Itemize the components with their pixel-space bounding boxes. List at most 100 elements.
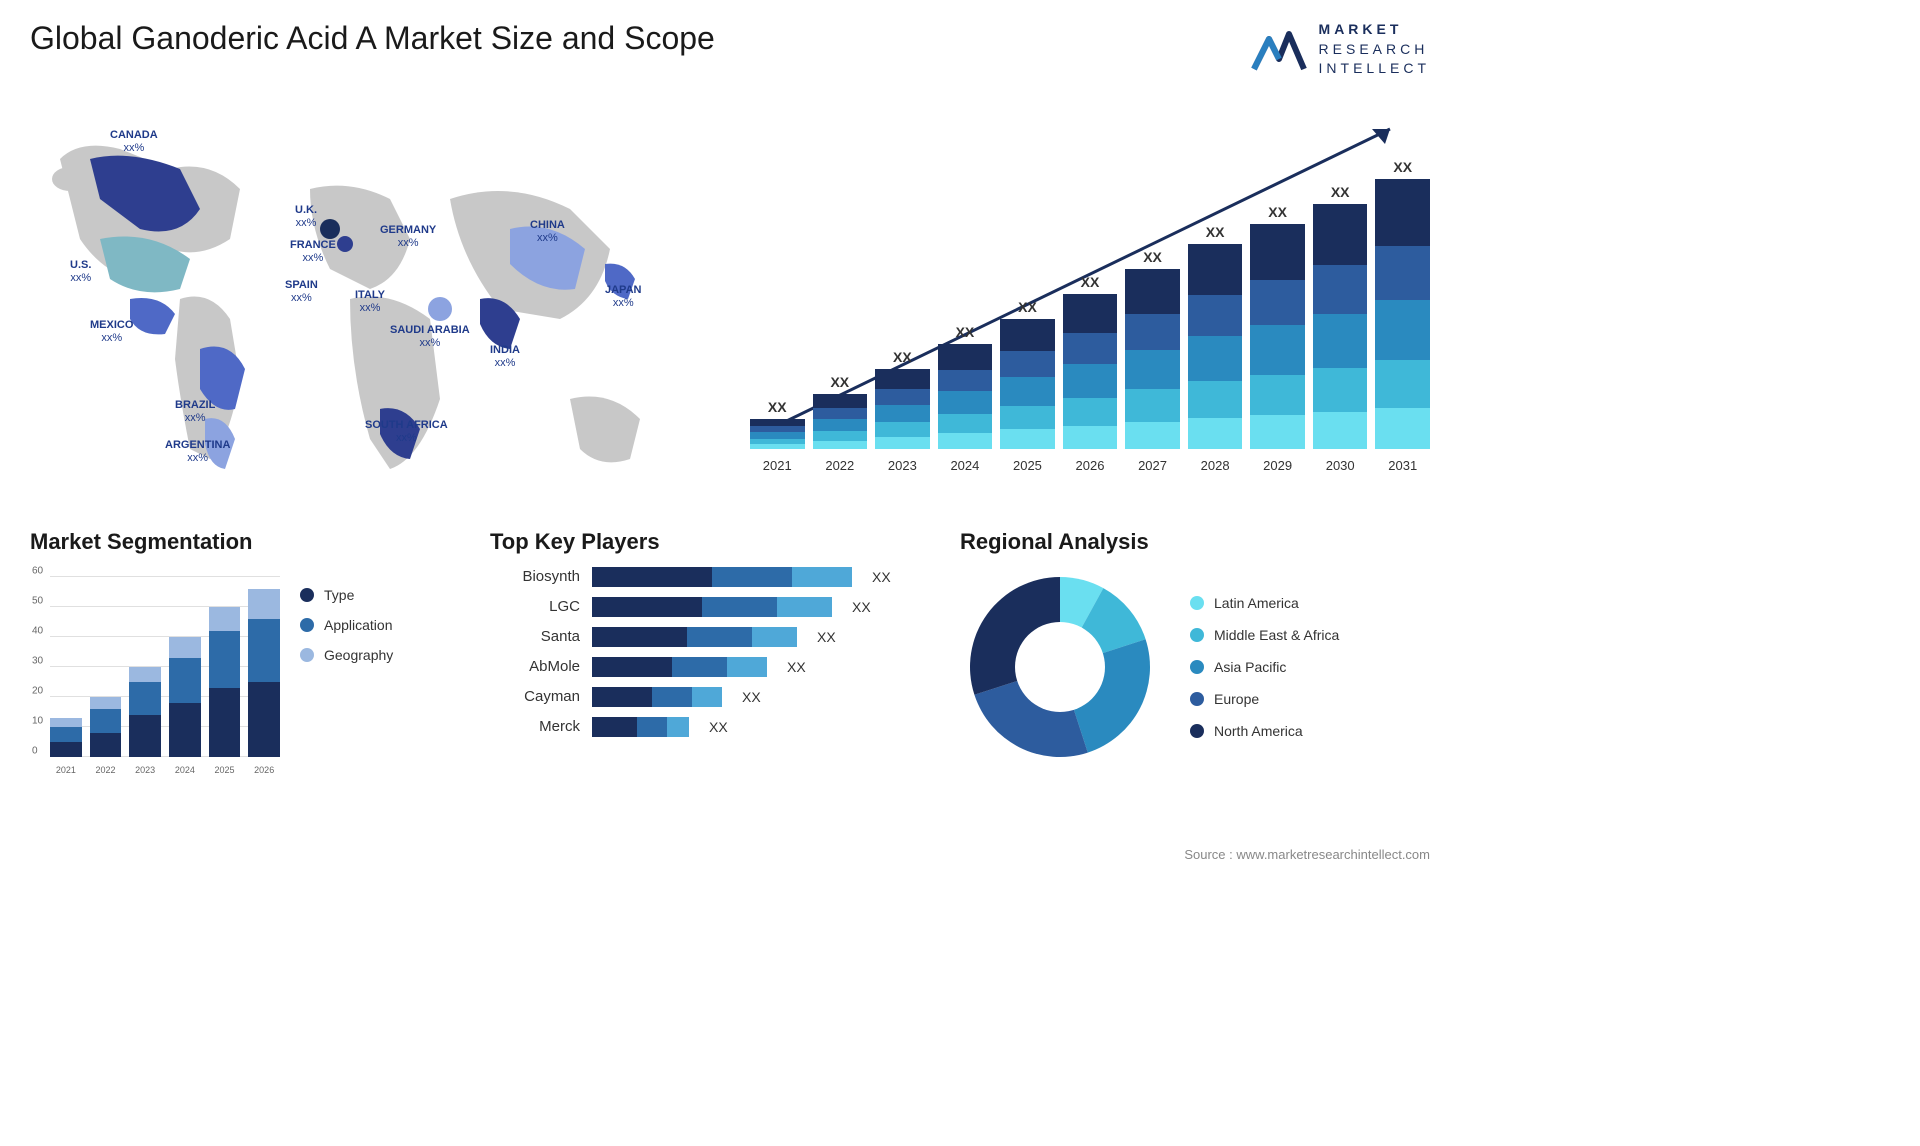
seg-legend-item: Geography: [300, 647, 393, 663]
player-bar-segment: [712, 567, 792, 587]
growth-bar-chart: XX2021XX2022XX2023XX2024XX2025XX2026XX20…: [750, 99, 1430, 479]
growth-bar-segment: [938, 370, 993, 391]
logo-icon: [1249, 24, 1309, 74]
map-label-spain: SPAINxx%: [285, 279, 318, 305]
player-bar: [592, 597, 832, 617]
growth-bar-segment: [1188, 336, 1243, 381]
growth-bar-segment: [1313, 265, 1368, 314]
player-bar-segment: [727, 657, 767, 677]
regional-panel: Regional Analysis Latin AmericaMiddle Ea…: [960, 529, 1430, 777]
growth-bar-xlabel: 2031: [1388, 458, 1417, 473]
seg-bar-segment: [209, 631, 241, 688]
growth-bar-segment: [1250, 415, 1305, 449]
segmentation-chart: 0102030405060 202120222023202420252026: [30, 567, 280, 777]
map-label-canada: CANADAxx%: [110, 129, 158, 155]
players-panel: Top Key Players BiosynthXXLGCXXSantaXXAb…: [490, 529, 930, 777]
growth-bar-segment: [875, 437, 930, 449]
growth-bar-2025: XX2025: [1000, 299, 1055, 449]
logo-line1: MARKET: [1319, 20, 1430, 40]
player-bar-segment: [592, 717, 637, 737]
legend-dot-icon: [1190, 596, 1204, 610]
growth-bar-segment: [1375, 300, 1430, 359]
player-bar-segment: [752, 627, 797, 647]
seg-bar-segment: [209, 607, 241, 631]
player-bar-segment: [592, 657, 672, 677]
segmentation-legend: TypeApplicationGeography: [300, 567, 393, 777]
seg-bar-segment: [129, 682, 161, 715]
growth-bar-xlabel: 2023: [888, 458, 917, 473]
player-row-biosynth: BiosynthXX: [490, 567, 930, 587]
player-bar-segment: [777, 597, 832, 617]
growth-bar-segment: [1125, 269, 1180, 314]
growth-bar-segment: [875, 369, 930, 389]
player-name: Santa: [490, 628, 580, 645]
seg-bar-xlabel: 2025: [215, 765, 235, 775]
growth-bar-2028: XX2028: [1188, 224, 1243, 449]
growth-bar-segment: [813, 394, 868, 408]
legend-dot-icon: [1190, 724, 1204, 738]
growth-bar-2030: XX2030: [1313, 184, 1368, 449]
growth-bar-segment: [938, 344, 993, 370]
player-row-merck: MerckXX: [490, 717, 930, 737]
player-bar-segment: [672, 657, 727, 677]
legend-dot-icon: [1190, 628, 1204, 642]
logo-line3: INTELLECT: [1319, 59, 1430, 79]
seg-bar-segment: [129, 715, 161, 757]
growth-bar-segment: [1250, 375, 1305, 416]
map-label-argentina: ARGENTINAxx%: [165, 439, 230, 465]
growth-bar-2024: XX2024: [938, 324, 993, 449]
growth-bar-segment: [1375, 360, 1430, 409]
segmentation-panel: Market Segmentation 0102030405060 202120…: [30, 529, 460, 777]
player-row-lgc: LGC XX: [490, 597, 930, 617]
growth-bar-segment: [750, 444, 805, 449]
growth-bar-segment: [938, 433, 993, 449]
player-bar: [592, 627, 797, 647]
growth-bar-segment: [813, 419, 868, 431]
player-value: XX: [852, 599, 871, 615]
player-value: XX: [709, 719, 728, 735]
growth-bar-2021: XX2021: [750, 399, 805, 449]
player-bar-segment: [592, 627, 687, 647]
legend-label: Application: [324, 617, 393, 633]
seg-bar-segment: [248, 682, 280, 757]
growth-bar-2029: XX2029: [1250, 204, 1305, 449]
growth-bar-segment: [1000, 429, 1055, 449]
regional-legend: Latin AmericaMiddle East & AfricaAsia Pa…: [1190, 595, 1339, 739]
seg-bar-segment: [50, 742, 82, 757]
player-value: XX: [742, 689, 761, 705]
legend-dot-icon: [300, 588, 314, 602]
growth-bar-toplabel: XX: [956, 324, 975, 340]
growth-bar-segment: [1375, 246, 1430, 300]
growth-bar-segment: [813, 431, 868, 441]
growth-bar-segment: [1188, 381, 1243, 418]
growth-bar-toplabel: XX: [830, 374, 849, 390]
growth-bar-segment: [1125, 314, 1180, 350]
player-bar-segment: [687, 627, 752, 647]
growth-bar-segment: [875, 389, 930, 405]
seg-legend-item: Application: [300, 617, 393, 633]
player-name: LGC: [490, 598, 580, 615]
growth-bar-segment: [1313, 412, 1368, 449]
source-text: Source : www.marketresearchintellect.com: [1184, 847, 1430, 862]
growth-bar-segment: [1125, 389, 1180, 421]
growth-bar-xlabel: 2030: [1326, 458, 1355, 473]
player-row-santa: SantaXX: [490, 627, 930, 647]
player-bar-segment: [792, 567, 852, 587]
growth-bar-segment: [1000, 406, 1055, 429]
map-label-southafrica: SOUTH AFRICAxx%: [365, 419, 448, 445]
growth-bar-segment: [875, 422, 930, 436]
growth-bar-segment: [938, 391, 993, 414]
seg-bar-segment: [248, 589, 280, 619]
growth-bar-segment: [1063, 426, 1118, 449]
seg-bar-segment: [50, 727, 82, 742]
brand-logo: MARKET RESEARCH INTELLECT: [1249, 20, 1430, 79]
seg-bar-segment: [169, 703, 201, 757]
growth-bar-segment: [875, 405, 930, 423]
seg-bar-xlabel: 2022: [95, 765, 115, 775]
growth-bar-segment: [1250, 280, 1305, 325]
map-label-japan: JAPANxx%: [605, 284, 641, 310]
seg-bar-xlabel: 2024: [175, 765, 195, 775]
growth-bar-segment: [1313, 204, 1368, 265]
growth-bar-2023: XX2023: [875, 349, 930, 449]
growth-bar-segment: [1000, 377, 1055, 406]
